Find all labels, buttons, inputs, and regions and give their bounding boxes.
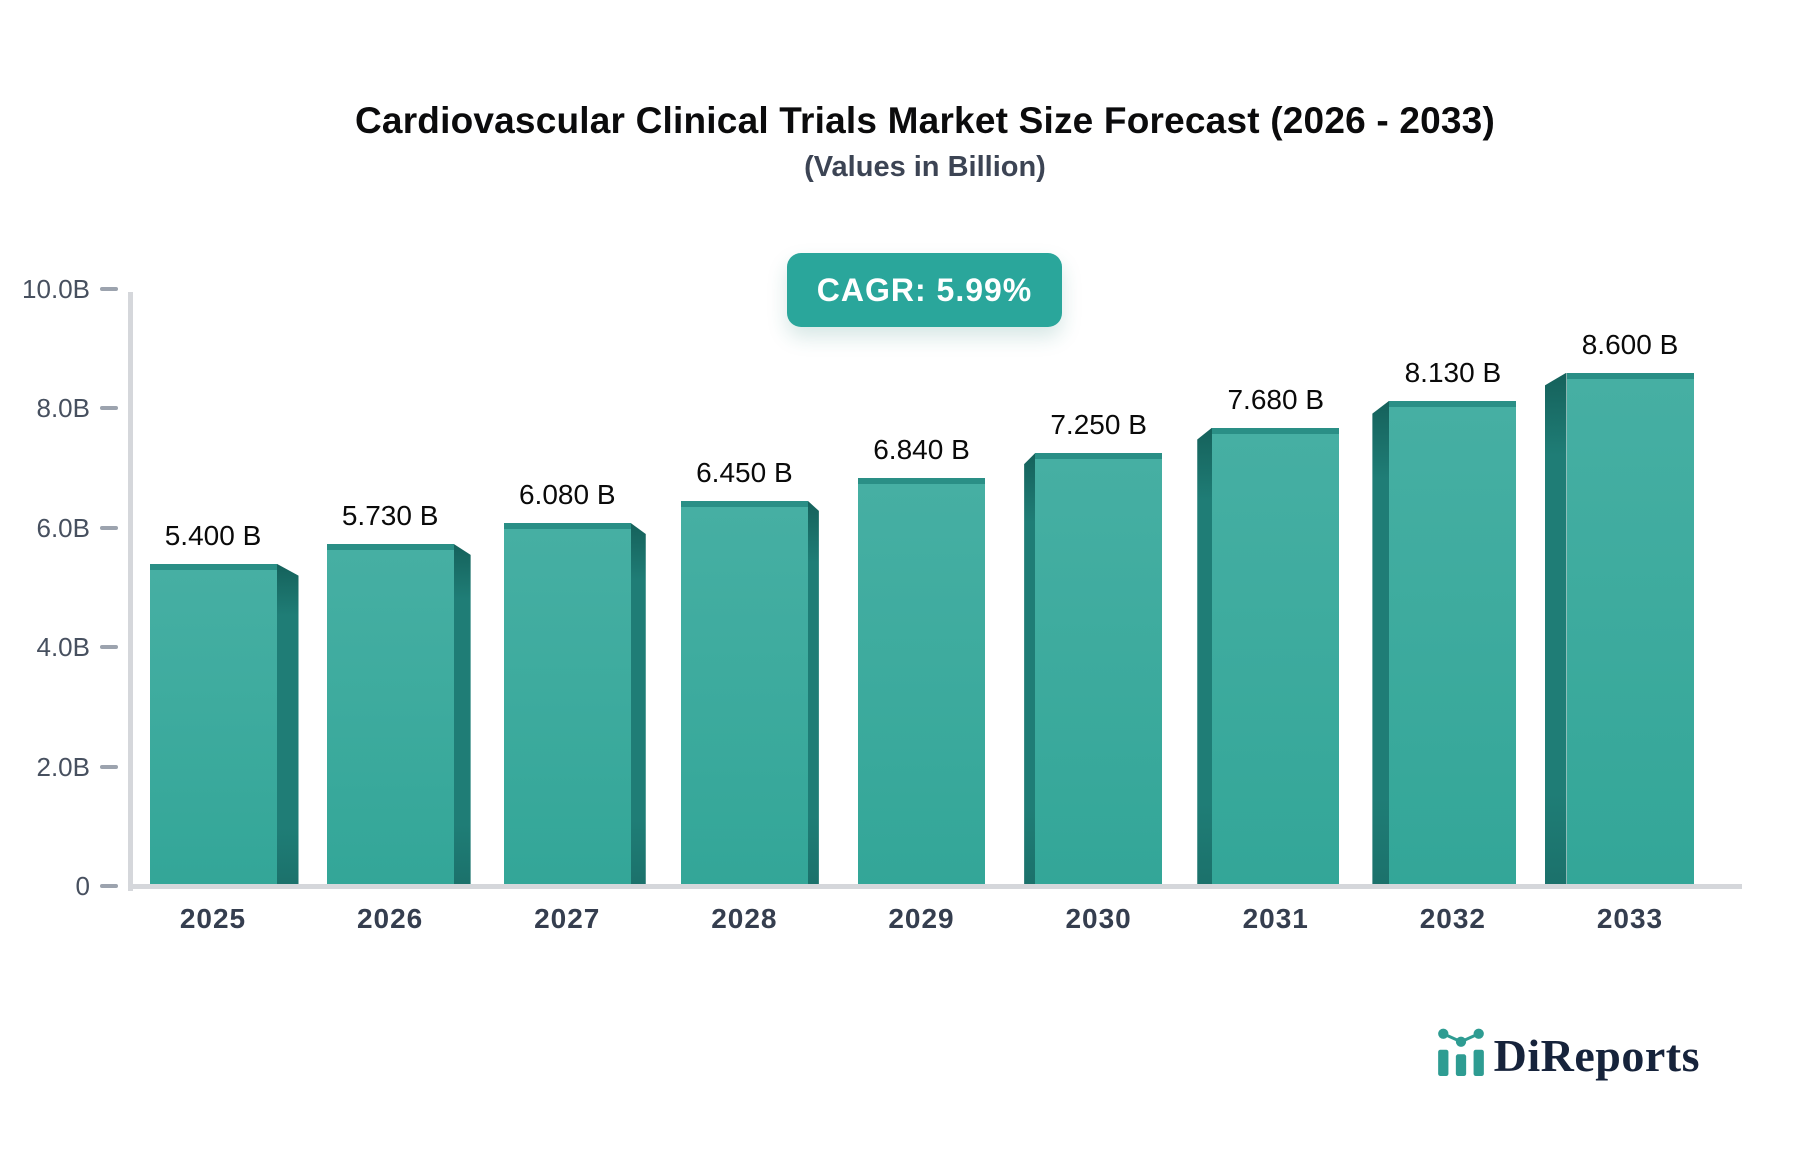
- bar-side-2030: [1024, 453, 1036, 886]
- x-axis-label: 2030: [1065, 903, 1132, 934]
- y-axis-tick-label: 2.0B: [36, 751, 91, 782]
- x-axis-label: 2027: [534, 903, 601, 934]
- y-axis-tick-label: 4.0B: [36, 632, 91, 663]
- bar-value-label: 8.130 B: [1404, 356, 1502, 388]
- bar-side-2033: [1544, 372, 1567, 886]
- x-axis-label: 2029: [888, 903, 955, 934]
- bar-2029: [858, 477, 985, 886]
- bar-2026: [326, 543, 454, 886]
- cagr-badge-label: CAGR: 5.99%: [816, 271, 1033, 308]
- x-axis-label: 2025: [179, 903, 247, 934]
- bar-value-label: 6.080 B: [518, 479, 616, 511]
- x-axis-label: 2033: [1596, 903, 1664, 934]
- bar-side-2027: [630, 523, 646, 886]
- x-axis-label: 2028: [711, 903, 778, 934]
- bar-2032: [1389, 400, 1517, 886]
- x-axis-label: 2026: [356, 903, 424, 934]
- bar-value-label: 5.400 B: [164, 519, 262, 551]
- y-axis-tick-mark: [100, 287, 118, 291]
- bar-value-label: 5.730 B: [341, 499, 439, 531]
- bar-2031: [1212, 427, 1340, 886]
- bar-side-2031: [1197, 427, 1213, 886]
- chart-subtitle: (Values in Billion): [804, 151, 1046, 183]
- bar-2033: [1566, 372, 1694, 886]
- y-axis-tick-label: 6.0B: [36, 512, 91, 543]
- bar-side-2028: [807, 500, 819, 886]
- y-axis-tick-label: 10.0B: [22, 274, 90, 304]
- bar-value-label: 7.680 B: [1227, 383, 1325, 415]
- y-axis-tick-label: 0: [75, 871, 90, 901]
- bar-side-2025: [276, 563, 299, 886]
- bar-2025: [149, 563, 277, 886]
- y-axis-tick-mark: [100, 406, 118, 411]
- bar-value-label: 6.450 B: [696, 456, 793, 488]
- y-axis-tick-mark: [100, 884, 118, 888]
- x-axis-baseline: [128, 884, 1742, 889]
- x-axis-label: 2032: [1419, 903, 1487, 934]
- y-axis-tick-mark: [100, 764, 118, 769]
- direports-logo-icon: [1437, 1028, 1484, 1076]
- bar-2027: [503, 523, 631, 886]
- bar-value-label: 7.250 B: [1050, 409, 1147, 441]
- bar-2028: [680, 500, 808, 886]
- cagr-badge: CAGR: 5.99%: [787, 253, 1062, 327]
- direports-logo: DiReports: [1437, 1028, 1700, 1081]
- y-axis-line: [128, 292, 133, 891]
- bar-side-2026: [453, 543, 471, 886]
- x-axis-label: 2031: [1242, 903, 1309, 934]
- direports-logo-text: DiReports: [1493, 1030, 1700, 1081]
- y-axis-tick-mark: [100, 645, 118, 650]
- bar-2030: [1035, 453, 1163, 886]
- bar-value-label: 6.840 B: [873, 433, 970, 465]
- bar-value-label: 8.600 B: [1581, 328, 1679, 360]
- bar-side-2032: [1372, 400, 1390, 886]
- y-axis-tick-mark: [100, 525, 118, 530]
- chart-title: Cardiovascular Clinical Trials Market Si…: [355, 100, 1495, 141]
- y-axis-tick-label: 8.0B: [36, 393, 91, 424]
